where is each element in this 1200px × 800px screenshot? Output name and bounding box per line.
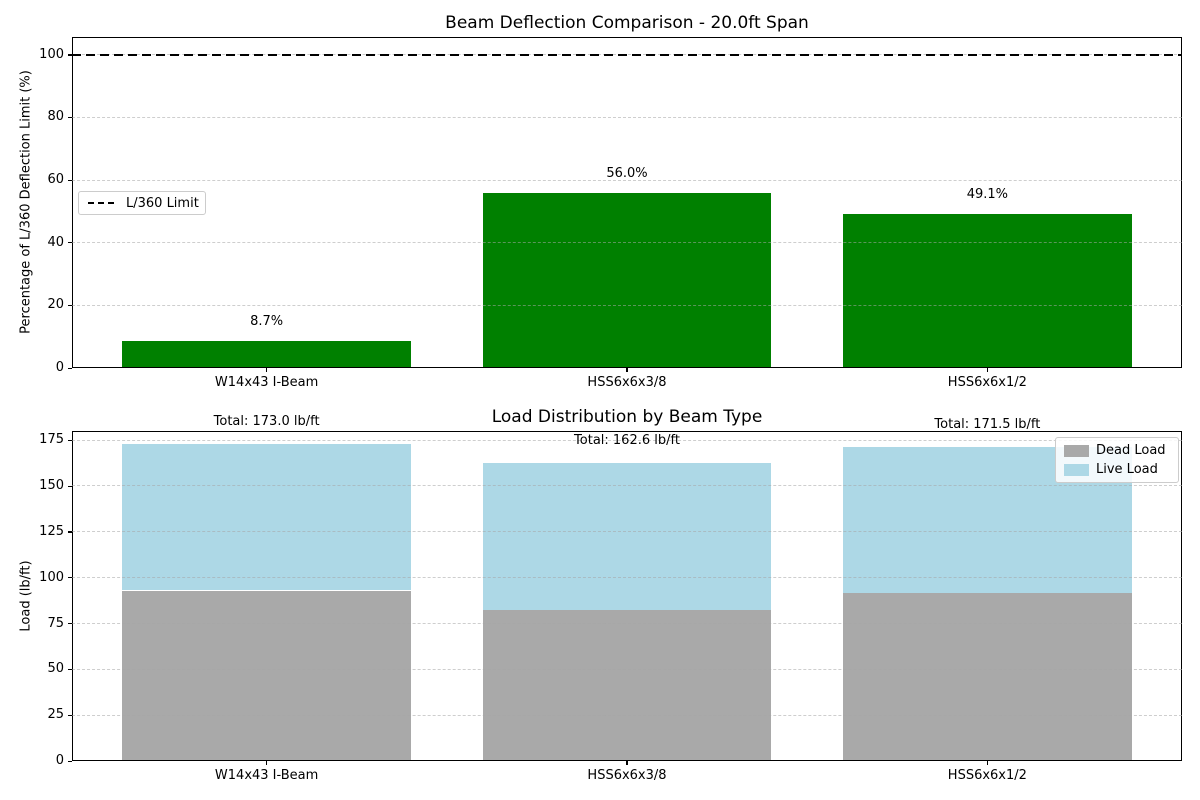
y-tick-label: 60 xyxy=(47,172,64,188)
x-tick-mark xyxy=(266,761,268,765)
x-tick-mark xyxy=(986,368,988,372)
y-tick-label: 100 xyxy=(39,46,64,62)
x-tick-mark xyxy=(626,368,628,372)
x-tick-mark xyxy=(626,761,628,765)
y-tick-mark xyxy=(68,242,72,244)
y-tick-mark xyxy=(68,54,72,56)
y-tick-label: 125 xyxy=(39,523,64,539)
y-tick-mark xyxy=(68,367,72,369)
deflection-bar xyxy=(122,340,411,368)
plot-area xyxy=(72,37,1182,368)
y-tick-mark xyxy=(68,760,72,762)
bar-segment-live-load xyxy=(482,462,772,610)
y-tick-label: 40 xyxy=(47,234,64,250)
load-legend: Dead Load Live Load xyxy=(1055,437,1179,483)
y-tick-mark xyxy=(68,714,72,716)
y-tick-label: 0 xyxy=(55,753,64,768)
y-tick-mark xyxy=(68,623,72,625)
total-label: Total: 173.0 lb/ft xyxy=(213,413,320,429)
bar-segment-dead-load xyxy=(122,590,411,761)
deflection-legend-label: L/360 Limit xyxy=(126,195,199,211)
y-tick-mark xyxy=(68,531,72,533)
gridline xyxy=(72,242,1182,244)
total-label: Total: 171.5 lb/ft xyxy=(934,416,1041,432)
gridline xyxy=(72,622,1182,624)
y-tick-mark xyxy=(68,668,72,671)
deflection-bar xyxy=(482,192,772,368)
y-tick-mark xyxy=(68,179,72,181)
deflection-chart-title: Beam Deflection Comparison - 20.0ft Span xyxy=(445,13,809,33)
x-tick-label: HSS6x6x1/2 xyxy=(947,375,1027,390)
gridline xyxy=(72,577,1182,579)
deflection-legend: L/360 Limit xyxy=(78,191,206,215)
x-tick-label: W14x43 I-Beam xyxy=(214,768,319,783)
y-tick-mark xyxy=(68,485,72,487)
y-tick-mark xyxy=(68,304,72,307)
x-tick-mark xyxy=(266,368,268,372)
live-load-legend-label: Live Load xyxy=(1096,462,1158,477)
y-tick-label: 20 xyxy=(47,297,64,313)
gridline xyxy=(72,439,1182,441)
y-tick-label: 80 xyxy=(47,109,64,125)
y-tick-label: 0 xyxy=(55,360,64,375)
x-tick-label: W14x43 I-Beam xyxy=(214,375,319,390)
gridline xyxy=(72,179,1182,181)
bar-segment-live-load xyxy=(843,446,1132,594)
bar-value-label: 8.7% xyxy=(250,313,284,329)
gridline xyxy=(72,54,1182,56)
y-tick-label: 25 xyxy=(47,707,64,723)
gridline xyxy=(72,714,1182,716)
x-tick-label: HSS6x6x3/8 xyxy=(587,375,667,390)
live-load-swatch xyxy=(1064,463,1089,476)
dead-load-legend-label: Dead Load xyxy=(1096,443,1166,458)
deflection-limit-line xyxy=(72,53,1182,56)
y-tick-mark xyxy=(68,116,72,119)
y-tick-label: 150 xyxy=(39,478,64,493)
x-tick-mark xyxy=(986,761,988,765)
total-label: Total: 162.6 lb/ft xyxy=(574,432,680,448)
y-tick-label: 75 xyxy=(47,615,64,631)
bar-segment-dead-load xyxy=(843,593,1132,761)
x-tick-label: HSS6x6x3/8 xyxy=(587,768,667,783)
y-tick-label: 50 xyxy=(47,661,64,677)
bar-segment-live-load xyxy=(122,443,411,591)
load-y-axis-label: Load (lb/ft) xyxy=(18,560,34,632)
gridline xyxy=(72,668,1182,670)
bar-segment-dead-load xyxy=(482,609,772,761)
deflection-bar xyxy=(843,214,1132,368)
gridline xyxy=(72,116,1182,118)
load-chart-title: Load Distribution by Beam Type xyxy=(491,407,763,427)
y-tick-mark xyxy=(68,439,72,441)
legend-entry-live-load: Live Load xyxy=(1064,462,1170,477)
dashed-line-swatch xyxy=(88,202,118,204)
bar-value-label: 56.0% xyxy=(606,165,648,181)
y-tick-mark xyxy=(68,577,72,579)
deflection-y-axis-label: Percentage of L/360 Deflection Limit (%) xyxy=(18,70,34,334)
plot-area xyxy=(72,431,1182,761)
y-tick-label: 100 xyxy=(39,569,64,585)
y-tick-label: 175 xyxy=(39,432,64,448)
gridline xyxy=(72,304,1182,306)
gridline xyxy=(72,485,1182,487)
legend-entry-dead-load: Dead Load xyxy=(1064,443,1170,458)
bar-value-label: 49.1% xyxy=(966,187,1009,203)
dead-load-swatch xyxy=(1064,444,1089,457)
gridline xyxy=(72,531,1182,533)
x-tick-label: HSS6x6x1/2 xyxy=(947,768,1027,783)
